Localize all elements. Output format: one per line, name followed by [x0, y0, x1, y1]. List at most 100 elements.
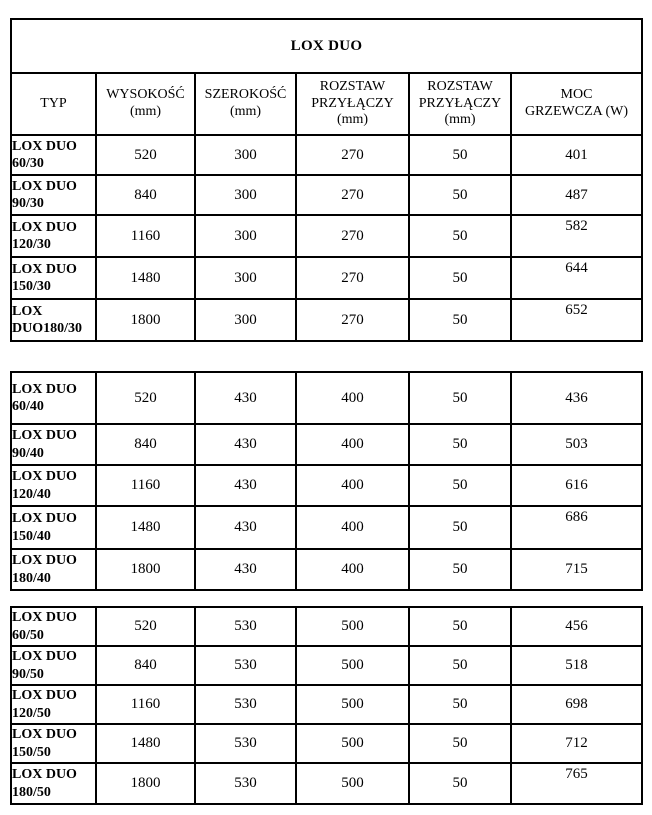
value-cell: 50 — [408, 684, 512, 725]
value-cell: 50 — [408, 723, 512, 764]
value-cell: 518 — [510, 645, 643, 686]
lox-duo-table-30-series: LOX DUO TYP WYSOKOŚĆ (mm) SZEROKOŚĆ (mm) ROZS… — [10, 18, 643, 342]
type-cell: LOX DUO 60/50 — [10, 606, 97, 647]
value-cell: 270 — [295, 134, 410, 176]
value-cell: 715 — [510, 548, 643, 591]
value-cell: 530 — [194, 762, 297, 805]
value-cell: 500 — [295, 762, 410, 805]
value-cell: 400 — [295, 548, 410, 591]
value-cell: 530 — [194, 606, 297, 647]
value-cell: 456 — [510, 606, 643, 647]
title-row: LOX DUO — [10, 18, 643, 74]
value-cell: 1480 — [95, 723, 196, 764]
value-cell: 698 — [510, 684, 643, 725]
value-cell: 530 — [194, 723, 297, 764]
value-cell: 270 — [295, 174, 410, 216]
value-cell: 430 — [194, 423, 297, 466]
column-header-typ: TYP — [10, 72, 97, 136]
value-cell: 503 — [510, 423, 643, 466]
column-header-rozstaw-przylaczy-2: ROZSTAW PRZYŁĄCZY (mm) — [408, 72, 512, 136]
value-cell: 50 — [408, 606, 512, 647]
value-cell: 400 — [295, 371, 410, 425]
type-cell: LOX DUO 90/40 — [10, 423, 97, 466]
spec-row: LOX DUO 60/30 520 300 270 50 401 — [10, 134, 643, 176]
spec-row: LOX DUO180/30 1800 300 270 50 652 — [10, 298, 643, 342]
type-cell: LOX DUO 90/50 — [10, 645, 97, 686]
value-cell: 50 — [408, 548, 512, 591]
type-cell: LOX DUO 180/50 — [10, 762, 97, 805]
value-cell: 50 — [408, 762, 512, 805]
value-cell: 430 — [194, 505, 297, 550]
spec-row: LOX DUO 150/50 1480 530 500 50 712 — [10, 723, 643, 764]
spec-row: LOX DUO 60/50 520 530 500 50 456 — [10, 606, 643, 647]
value-cell: 400 — [295, 423, 410, 466]
value-cell: 765 — [510, 762, 643, 805]
type-cell: LOX DUO 60/30 — [10, 134, 97, 176]
value-cell: 436 — [510, 371, 643, 425]
value-cell: 500 — [295, 645, 410, 686]
value-cell: 300 — [194, 256, 297, 300]
value-cell: 300 — [194, 134, 297, 176]
spec-row: LOX DUO 120/50 1160 530 500 50 698 — [10, 684, 643, 725]
value-cell: 430 — [194, 464, 297, 507]
value-cell: 270 — [295, 256, 410, 300]
value-cell: 300 — [194, 174, 297, 216]
spec-row: LOX DUO 180/50 1800 530 500 50 765 — [10, 762, 643, 805]
value-cell: 520 — [95, 606, 196, 647]
value-cell: 50 — [408, 505, 512, 550]
value-cell: 50 — [408, 423, 512, 466]
spec-row: LOX DUO 150/40 1480 430 400 50 686 — [10, 505, 643, 550]
value-cell: 500 — [295, 684, 410, 725]
column-header-moc-grzewcza: MOC GRZEWCZA (W) — [510, 72, 643, 136]
type-cell: LOX DUO 90/30 — [10, 174, 97, 216]
type-cell: LOX DUO 180/40 — [10, 548, 97, 591]
spec-row: LOX DUO 60/40 520 430 400 50 436 — [10, 371, 643, 425]
value-cell: 1480 — [95, 505, 196, 550]
type-cell: LOX DUO 150/40 — [10, 505, 97, 550]
type-cell: LOX DUO 120/40 — [10, 464, 97, 507]
spec-row: LOX DUO 180/40 1800 430 400 50 715 — [10, 548, 643, 591]
value-cell: 400 — [295, 464, 410, 507]
spec-row: LOX DUO 150/30 1480 300 270 50 644 — [10, 256, 643, 300]
lox-duo-table-50-series: LOX DUO 60/50 520 530 500 50 456 LOX DUO 90/50 84… — [10, 606, 643, 805]
value-cell: 500 — [295, 606, 410, 647]
column-header-wysokosc: WYSOKOŚĆ (mm) — [95, 72, 196, 136]
spec-row: LOX DUO 120/30 1160 300 270 50 582 — [10, 214, 643, 258]
value-cell: 430 — [194, 371, 297, 425]
value-cell: 582 — [510, 214, 643, 258]
spec-row: LOX DUO 90/50 840 530 500 50 518 — [10, 645, 643, 686]
value-cell: 50 — [408, 134, 512, 176]
value-cell: 652 — [510, 298, 643, 342]
column-header-rozstaw-przylaczy-1: ROZSTAW PRZYŁĄCZY (mm) — [295, 72, 410, 136]
value-cell: 400 — [295, 505, 410, 550]
type-cell: LOX DUO 150/30 — [10, 256, 97, 300]
value-cell: 1160 — [95, 214, 196, 258]
value-cell: 401 — [510, 134, 643, 176]
value-cell: 270 — [295, 214, 410, 258]
value-cell: 270 — [295, 298, 410, 342]
spec-row: LOX DUO 90/30 840 300 270 50 487 — [10, 174, 643, 216]
type-cell: LOX DUO180/30 — [10, 298, 97, 342]
column-header-szerokosc: SZEROKOŚĆ (mm) — [194, 72, 297, 136]
value-cell: 1800 — [95, 762, 196, 805]
value-cell: 520 — [95, 134, 196, 176]
spec-row: LOX DUO 120/40 1160 430 400 50 616 — [10, 464, 643, 507]
value-cell: 1480 — [95, 256, 196, 300]
value-cell: 50 — [408, 174, 512, 216]
value-cell: 50 — [408, 371, 512, 425]
value-cell: 644 — [510, 256, 643, 300]
value-cell: 50 — [408, 256, 512, 300]
value-cell: 300 — [194, 214, 297, 258]
value-cell: 50 — [408, 298, 512, 342]
spec-row: LOX DUO 90/40 840 430 400 50 503 — [10, 423, 643, 466]
value-cell: 1160 — [95, 464, 196, 507]
table-title: LOX DUO — [10, 18, 643, 74]
value-cell: 1800 — [95, 548, 196, 591]
value-cell: 1160 — [95, 684, 196, 725]
value-cell: 1800 — [95, 298, 196, 342]
value-cell: 487 — [510, 174, 643, 216]
value-cell: 530 — [194, 645, 297, 686]
value-cell: 616 — [510, 464, 643, 507]
column-header-row: TYP WYSOKOŚĆ (mm) SZEROKOŚĆ (mm) ROZSTAW PRZYŁ… — [10, 72, 643, 136]
